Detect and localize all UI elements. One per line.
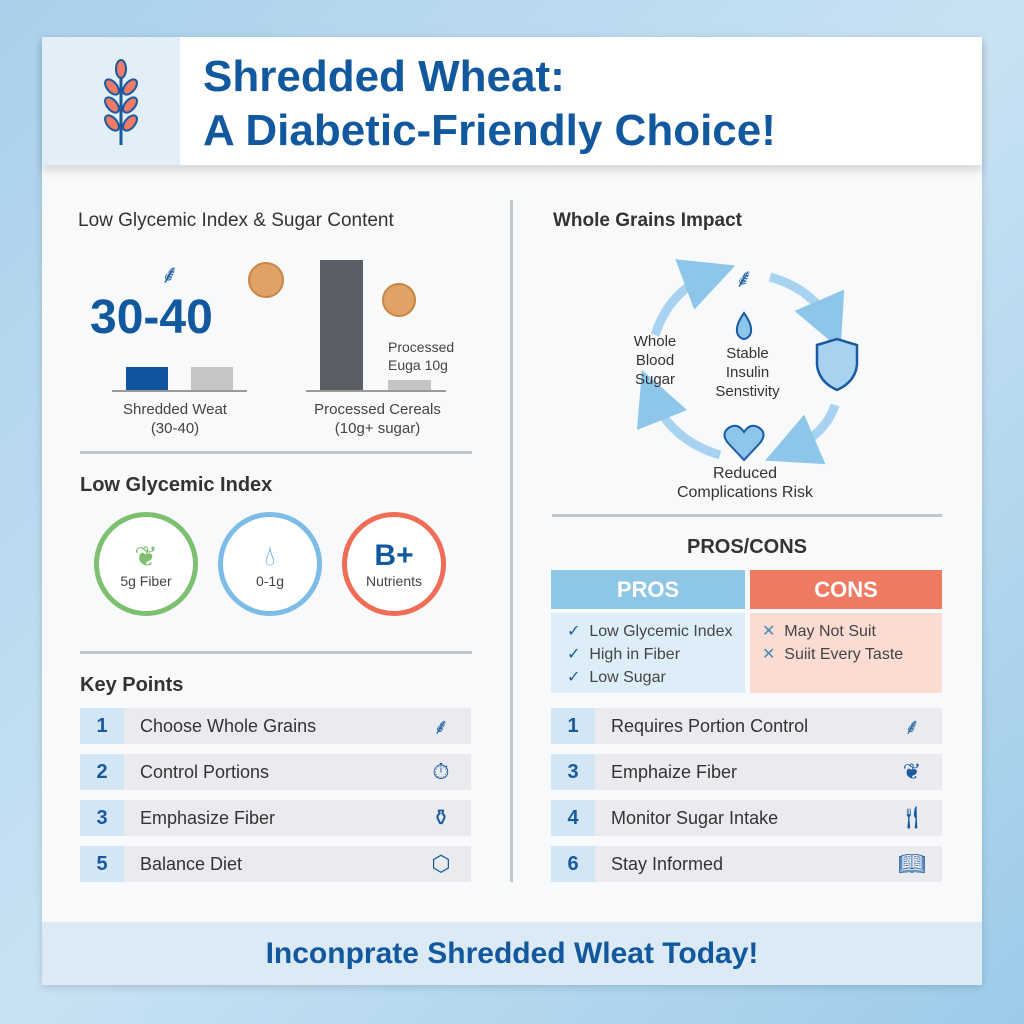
pros-list: ✓ Low Glycemic Index ✓ High in Fiber ✓ L… <box>551 613 745 693</box>
wheat-icon: ⸙ <box>734 263 754 293</box>
con-item: ✕ May Not Suit <box>762 623 876 640</box>
wheat-logo-icon <box>104 59 138 145</box>
timer-icon: ⏱︎ <box>432 759 450 784</box>
bar-processed-sugar <box>388 380 431 391</box>
bar-processed <box>320 260 363 391</box>
arrow <box>650 259 736 337</box>
arrow <box>768 272 845 350</box>
leaf-icon: ❦ <box>134 540 158 572</box>
divider <box>552 514 942 517</box>
fiber-circle: ❦ 5g Fiber <box>94 512 198 616</box>
title-line-2: A Diabetic-Friendly Choice! <box>203 106 776 155</box>
divider <box>80 451 472 454</box>
label-shredded: Shredded Weat (30-40) <box>123 401 227 437</box>
cube-icon: ⬡ <box>431 851 451 876</box>
header <box>42 37 982 165</box>
arrow <box>765 403 840 465</box>
con-item: ✕ Suiit Every Taste <box>762 646 904 663</box>
page-title: Shredded Wheat: A Diabetic-Friendly Choi… <box>203 50 776 158</box>
fork-knife-icon: 🍴︎ <box>898 805 926 830</box>
divider <box>80 651 472 654</box>
glycemic-heading: Low Glycemic Index & Sugar Content <box>78 210 394 231</box>
label-processed: Processed Cereals (10g+ sugar) <box>314 401 441 437</box>
title-line-1: Shredded Wheat: <box>203 52 565 101</box>
cycle-left-label: Whole Blood Sugar <box>633 333 677 388</box>
whole-grains-heading: Whole Grains Impact <box>553 210 742 231</box>
leaf-icon: ❦ <box>902 759 922 784</box>
pro-item: ✓ Low Glycemic Index <box>567 623 733 640</box>
pro-item: ✓ High in Fiber <box>567 646 681 663</box>
cycle-diagram: ⸙ <box>636 259 859 465</box>
cookie-icon <box>382 283 416 317</box>
jar-icon: ⚱︎ <box>431 805 451 830</box>
arrow <box>636 369 722 460</box>
list-item: 6 Stay Informed 📖︎ <box>551 846 942 882</box>
cycle-bottom-label: Reduced Complications Risk <box>676 465 814 501</box>
low-gi-heading: Low Glycemic Index <box>80 474 273 496</box>
pro-item: ✓ Low Sugar <box>567 669 666 686</box>
axis-right <box>306 390 446 392</box>
key-points-heading: Key Points <box>80 674 184 696</box>
sugar-circle: 💧︎ 0-1g <box>218 512 322 616</box>
heart-icon <box>723 424 765 462</box>
logo-box <box>42 37 180 165</box>
cons-list: ✕ May Not Suit ✕ Suiit Every Taste <box>750 613 942 693</box>
axis-left <box>112 390 247 392</box>
shield-icon <box>815 337 859 392</box>
wheat-icon: ⸙ <box>903 714 921 739</box>
cycle-center-label: Stable Insulin Senstivity <box>715 345 780 400</box>
list-item: 5 Balance Diet ⬡ <box>80 846 471 882</box>
pros-header: PROS <box>551 570 745 609</box>
cookie-icon <box>248 262 284 298</box>
wheat-icon: ⸙ <box>432 714 450 739</box>
drop-icon: 💧︎ <box>264 539 276 571</box>
list-item: 2 Control Portions ⏱︎ <box>80 754 471 790</box>
bar-shredded <box>126 367 168 391</box>
book-icon: 📖︎ <box>898 851 926 876</box>
key-points-list: 1 Choose Whole Grains ⸙ 2 Control Portions ⏱… <box>80 708 471 882</box>
cons-header: CONS <box>750 570 942 609</box>
gi-value: 30-40 <box>90 291 213 344</box>
list-item: 3 Emphaize Fiber ❦ <box>551 754 942 790</box>
drop-icon <box>735 311 753 340</box>
bar-reference <box>191 367 233 391</box>
footer-banner: Inconprate Shredded Wleat Today! <box>42 922 982 985</box>
list-item: 3 Emphasize Fiber ⚱︎ <box>80 800 471 836</box>
list-item: 4 Monitor Sugar Intake 🍴︎ <box>551 800 942 836</box>
nutrients-circle: B+ Nutrients <box>342 512 446 616</box>
right-points-list: 1 Requires Portion Control ⸙ 3 Emphaize Fib… <box>551 708 942 882</box>
wheat-icon: ⸙ <box>160 259 180 289</box>
column-divider <box>510 200 513 882</box>
pros-cons-heading: PROS/CONS <box>686 536 808 558</box>
list-item: 1 Requires Portion Control ⸙ <box>551 708 942 744</box>
processed-annotation: Processed Euga 10g <box>388 339 455 373</box>
list-item: 1 Choose Whole Grains ⸙ <box>80 708 471 744</box>
